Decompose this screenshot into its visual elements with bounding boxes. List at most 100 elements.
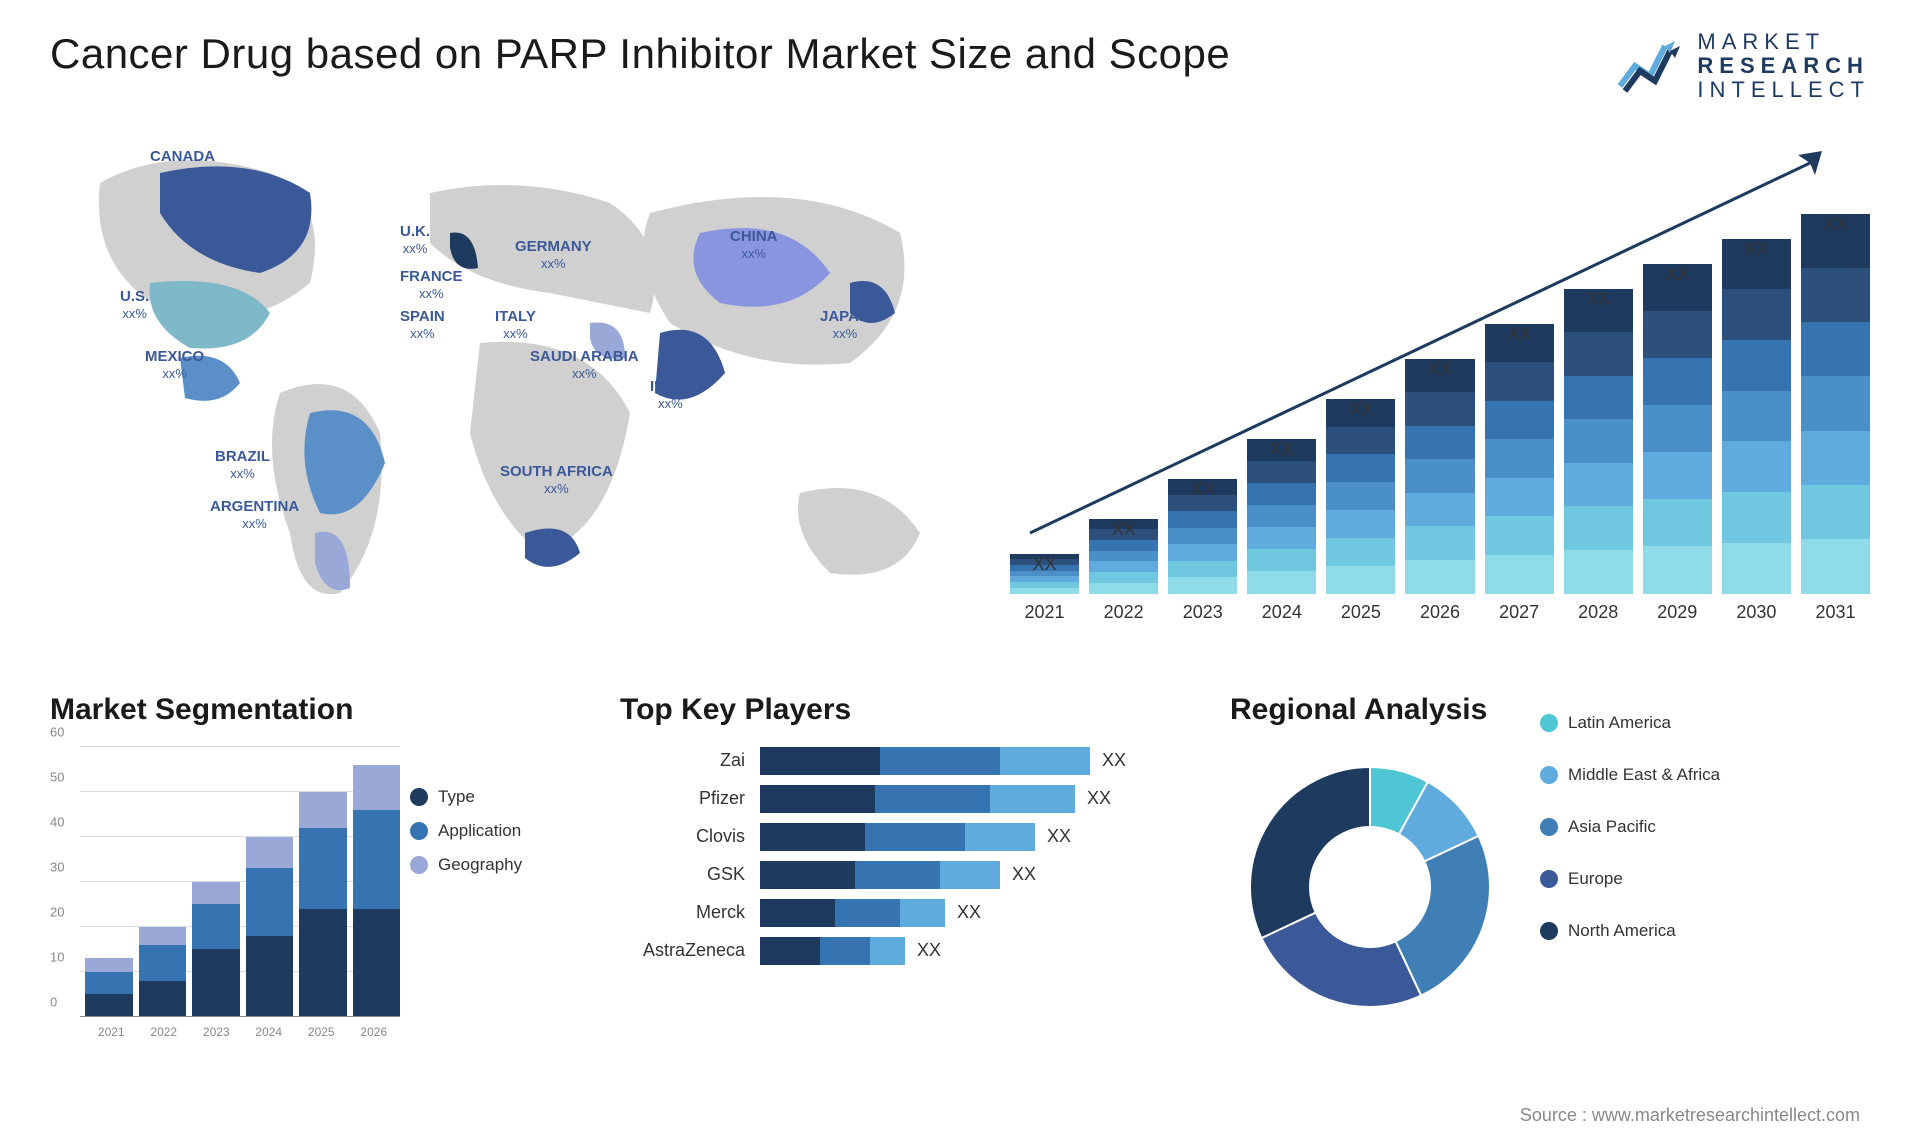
- seg-year-label: 2023: [203, 1025, 230, 1039]
- bar-year-label: 2028: [1578, 602, 1618, 623]
- bar-year-label: 2023: [1183, 602, 1223, 623]
- seg-year-label: 2022: [150, 1025, 177, 1039]
- player-row: Pfizer XX: [620, 785, 1180, 813]
- bar-value-label: XX: [1744, 239, 1768, 260]
- player-name: Pfizer: [620, 788, 760, 809]
- players-panel: Top Key Players ZaiXXPfizerXXClovisXXGSK…: [620, 693, 1180, 1047]
- players-chart: ZaiXXPfizerXXClovisXXGSKXXMerckXXAstraZe…: [620, 747, 1180, 965]
- forecast-bar: XX 2028: [1564, 289, 1633, 623]
- forecast-bar: XX 2022: [1089, 519, 1158, 623]
- world-map: CANADAxx% U.S.xx% MEXICOxx% BRAZILxx% ARGENT…: [50, 133, 970, 653]
- bar-year-label: 2030: [1736, 602, 1776, 623]
- bar-value-label: XX: [1349, 399, 1373, 420]
- forecast-bar: XX 2027: [1485, 324, 1554, 623]
- map-label: CANADAxx%: [150, 148, 215, 182]
- bar-year-label: 2025: [1341, 602, 1381, 623]
- player-name: Merck: [620, 902, 760, 923]
- player-name: AstraZeneca: [620, 940, 760, 961]
- player-value: XX: [1102, 750, 1126, 771]
- bar-value-label: XX: [1191, 479, 1215, 500]
- player-value: XX: [917, 940, 941, 961]
- map-label: SAUDI ARABIAxx%: [530, 348, 639, 382]
- brand-logo: MARKET RESEARCH INTELLECT: [1615, 30, 1870, 103]
- map-label: MEXICOxx%: [145, 348, 204, 382]
- forecast-bar-chart: XX2021XX2022XX2023XX2024XX2025XX2026XX20…: [1010, 133, 1870, 653]
- map-label: ITALYxx%: [495, 308, 536, 342]
- map-svg: [50, 133, 970, 633]
- legend-item: Europe: [1540, 869, 1720, 889]
- bar-year-label: 2024: [1262, 602, 1302, 623]
- seg-bar: [85, 958, 133, 1017]
- legend-item: Middle East & Africa: [1540, 765, 1720, 785]
- seg-year-label: 2025: [308, 1025, 335, 1039]
- y-tick: 60: [50, 724, 565, 739]
- seg-bar: [139, 927, 187, 1017]
- map-label: CHINAxx%: [730, 228, 778, 262]
- bar-year-label: 2027: [1499, 602, 1539, 623]
- logo-line-2: RESEARCH: [1697, 54, 1870, 78]
- bar-year-label: 2029: [1657, 602, 1697, 623]
- player-value: XX: [1087, 788, 1111, 809]
- bar-year-label: 2031: [1815, 602, 1855, 623]
- seg-year-label: 2026: [360, 1025, 387, 1039]
- seg-year-label: 2024: [255, 1025, 282, 1039]
- forecast-bar: XX 2029: [1643, 264, 1712, 623]
- player-name: Zai: [620, 750, 760, 771]
- player-row: Zai XX: [620, 747, 1180, 775]
- segmentation-panel: Market Segmentation TypeApplicationGeogr…: [50, 693, 570, 1047]
- forecast-bar: XX 2025: [1326, 399, 1395, 623]
- map-label: GERMANYxx%: [515, 238, 592, 272]
- player-value: XX: [1012, 864, 1036, 885]
- page-title: Cancer Drug based on PARP Inhibitor Mark…: [50, 30, 1230, 78]
- logo-icon: [1615, 31, 1685, 101]
- regional-panel: Regional Analysis Latin America Middle Ea…: [1230, 693, 1870, 1047]
- seg-bar: [246, 837, 294, 1017]
- seg-bar: [192, 882, 240, 1017]
- map-label: U.S.xx%: [120, 288, 149, 322]
- player-row: GSK XX: [620, 861, 1180, 889]
- regional-donut: [1230, 747, 1510, 1027]
- map-label: SPAINxx%: [400, 308, 445, 342]
- map-label: JAPANxx%: [820, 308, 870, 342]
- legend-item: Latin America: [1540, 713, 1720, 733]
- seg-year-label: 2021: [98, 1025, 125, 1039]
- segmentation-title: Market Segmentation: [50, 693, 570, 727]
- source-text: Source : www.marketresearchintellect.com: [1520, 1105, 1860, 1126]
- bar-value-label: XX: [1428, 359, 1452, 380]
- player-row: MerckXX: [620, 899, 1180, 927]
- map-label: SOUTH AFRICAxx%: [500, 463, 613, 497]
- bar-value-label: XX: [1586, 289, 1610, 310]
- map-label: FRANCExx%: [400, 268, 463, 302]
- player-row: Clovis XX: [620, 823, 1180, 851]
- bar-value-label: XX: [1112, 519, 1136, 540]
- bar-year-label: 2026: [1420, 602, 1460, 623]
- logo-line-3: INTELLECT: [1697, 78, 1870, 102]
- players-title: Top Key Players: [620, 693, 1180, 727]
- forecast-bar: XX 2026: [1405, 359, 1474, 623]
- map-label: U.K.xx%: [400, 223, 430, 257]
- forecast-bar: XX 2030: [1722, 239, 1791, 623]
- forecast-bar: XX2024: [1247, 439, 1316, 623]
- bar-value-label: XX: [1823, 214, 1847, 235]
- regional-title: Regional Analysis: [1230, 693, 1510, 727]
- player-value: XX: [1047, 826, 1071, 847]
- forecast-bar: XX 2021: [1010, 554, 1079, 623]
- logo-line-1: MARKET: [1697, 30, 1870, 54]
- legend-item: North America: [1540, 921, 1720, 941]
- legend-item: Type: [410, 787, 570, 807]
- forecast-bar: XX 2023: [1168, 479, 1237, 623]
- forecast-bar: XX 2031: [1801, 214, 1870, 623]
- bar-value-label: XX: [1033, 554, 1057, 575]
- legend-item: Asia Pacific: [1540, 817, 1720, 837]
- bar-year-label: 2021: [1025, 602, 1065, 623]
- map-label: BRAZILxx%: [215, 448, 270, 482]
- player-name: GSK: [620, 864, 760, 885]
- player-row: AstraZeneca XX: [620, 937, 1180, 965]
- map-label: INDIAxx%: [650, 378, 691, 412]
- map-label: ARGENTINAxx%: [210, 498, 299, 532]
- seg-bar: [299, 792, 347, 1017]
- bar-value-label: XX: [1507, 324, 1531, 345]
- bar-value-label: XX: [1665, 264, 1689, 285]
- player-name: Clovis: [620, 826, 760, 847]
- bar-year-label: 2022: [1104, 602, 1144, 623]
